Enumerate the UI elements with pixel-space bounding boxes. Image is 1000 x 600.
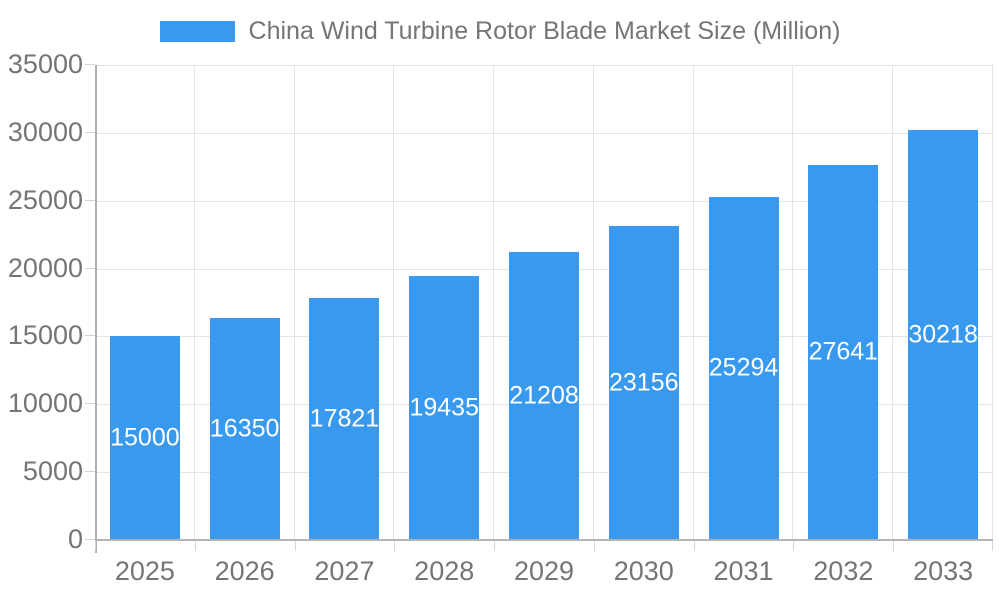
y-axis-label: 25000 <box>7 184 83 215</box>
y-axis-tick <box>85 64 95 65</box>
y-axis-tick <box>85 335 95 337</box>
bar <box>109 336 180 540</box>
h-gridline <box>95 200 993 202</box>
y-axis-label: 35000 <box>7 48 83 79</box>
x-axis-label: 2027 <box>314 556 375 586</box>
x-axis-label: 2026 <box>214 556 275 586</box>
x-axis-tick <box>294 541 296 551</box>
bar <box>509 252 579 540</box>
legend[interactable]: China Wind Turbine Rotor Blade Market Si… <box>0 14 1000 48</box>
v-gridline <box>792 65 794 540</box>
bar-value-label: 21208 <box>509 381 579 410</box>
y-axis-tick <box>85 199 95 201</box>
bar-value-label: 30218 <box>908 320 978 349</box>
bar <box>808 164 879 540</box>
x-axis-label: 2029 <box>513 556 575 586</box>
bar <box>908 129 979 540</box>
x-axis-tick <box>593 541 595 551</box>
y-axis-tick <box>85 539 95 540</box>
x-axis-label: 2033 <box>913 556 974 586</box>
bar-value-label: 25294 <box>708 353 779 382</box>
v-gridline <box>493 65 495 540</box>
v-gridline <box>393 65 395 540</box>
bar <box>309 298 380 540</box>
y-axis-label: 30000 <box>7 116 83 147</box>
x-axis-tick <box>793 541 795 551</box>
y-axis-tick <box>85 403 95 405</box>
bar <box>209 318 280 540</box>
bar-value-label: 23156 <box>609 368 679 397</box>
plot-area: 15000 16350 17821 19435 21208 23156 25294 27641… <box>95 65 993 540</box>
bar-value-label: 19435 <box>409 393 479 422</box>
y-axis-label: 10000 <box>7 388 83 419</box>
v-gridline <box>193 65 195 540</box>
bar-value-label: 27641 <box>808 337 879 366</box>
bar-value-label: 15000 <box>110 423 180 452</box>
legend-swatch-icon <box>159 20 235 42</box>
y-axis-line <box>95 65 97 553</box>
x-axis-tick <box>95 541 96 551</box>
y-axis-label: 20000 <box>7 252 83 283</box>
bar-value-label: 17821 <box>309 404 380 433</box>
x-axis-label: 2032 <box>813 556 874 586</box>
legend-label: China Wind Turbine Rotor Blade Market Si… <box>248 16 841 45</box>
x-axis-tick <box>893 541 895 551</box>
bar-value-label: 16350 <box>209 414 280 443</box>
x-axis-tick <box>394 541 396 551</box>
y-axis-tick <box>85 471 95 473</box>
x-axis-tick <box>494 541 496 551</box>
v-gridline <box>592 65 594 540</box>
h-gridline <box>95 132 993 134</box>
x-axis-line <box>95 539 993 541</box>
v-gridline <box>992 65 993 540</box>
y-axis-label: 0 <box>67 523 83 554</box>
v-gridline <box>692 65 694 540</box>
v-gridline <box>293 65 295 540</box>
v-gridline <box>892 65 894 540</box>
x-axis-label: 2028 <box>414 556 475 586</box>
bar <box>708 196 779 540</box>
y-axis-label: 15000 <box>7 320 83 351</box>
y-axis-tick <box>85 131 95 133</box>
x-axis-label: 2031 <box>713 556 774 586</box>
h-gridline <box>95 65 993 66</box>
bar <box>409 276 480 540</box>
x-axis-tick <box>194 541 196 551</box>
bar <box>608 225 679 540</box>
y-axis-tick <box>85 267 95 269</box>
x-axis-tick <box>693 541 695 551</box>
y-axis-label: 5000 <box>22 456 83 487</box>
x-axis-label: 2025 <box>114 556 175 586</box>
x-axis-label: 2030 <box>613 556 674 586</box>
x-axis-tick <box>992 541 993 551</box>
